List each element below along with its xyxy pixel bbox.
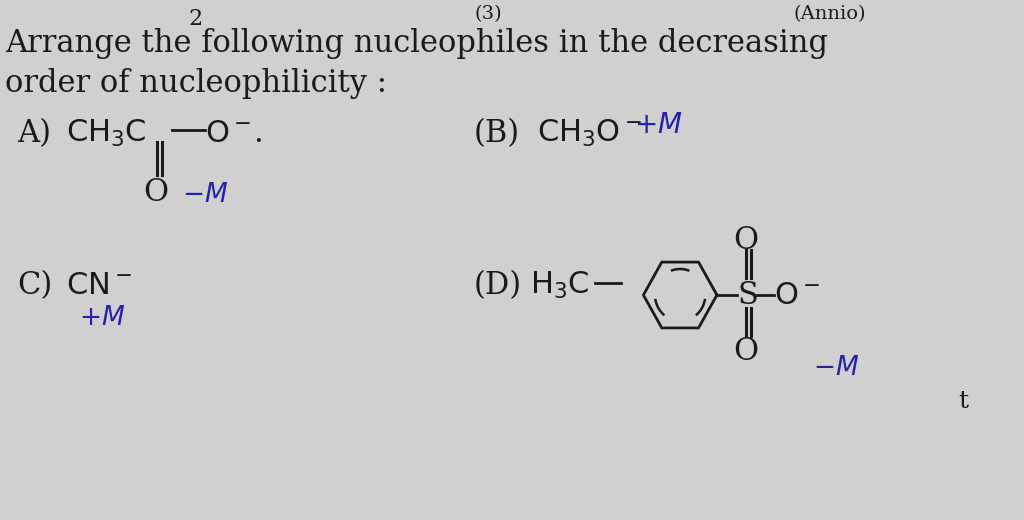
Text: $\mathrm{CH_3C}$: $\mathrm{CH_3C}$ (66, 118, 146, 149)
Text: $\mathrm{CN^-}$: $\mathrm{CN^-}$ (66, 270, 132, 301)
Text: $-M$: $-M$ (813, 355, 859, 380)
Text: $\mathrm{CH_3O^-}$: $\mathrm{CH_3O^-}$ (537, 118, 642, 149)
Text: (D): (D) (474, 270, 522, 301)
Text: $+M$: $+M$ (79, 305, 126, 330)
Text: $\mathrm{H_3C}$: $\mathrm{H_3C}$ (530, 270, 590, 301)
Text: $\mathrm{O^-}$: $\mathrm{O^-}$ (205, 118, 251, 149)
Text: .: . (254, 118, 263, 149)
Text: C): C) (17, 270, 52, 301)
Text: t: t (957, 390, 968, 413)
Text: $\mathrm{O^-}$: $\mathrm{O^-}$ (774, 280, 820, 311)
Text: (B): (B) (474, 118, 520, 149)
Text: 2: 2 (188, 8, 203, 30)
Text: Arrange the following nucleophiles in the decreasing: Arrange the following nucleophiles in th… (5, 28, 827, 59)
Text: $-M$: $-M$ (182, 182, 228, 207)
Text: O: O (143, 177, 168, 208)
Text: order of nucleophilicity :: order of nucleophilicity : (5, 68, 387, 99)
Text: A): A) (17, 118, 51, 149)
Text: $+M$: $+M$ (634, 112, 682, 139)
Text: (Annio): (Annio) (794, 5, 866, 23)
Text: (3): (3) (474, 5, 502, 23)
Text: S: S (737, 280, 758, 311)
Text: O: O (733, 225, 759, 256)
Text: O: O (733, 336, 759, 367)
